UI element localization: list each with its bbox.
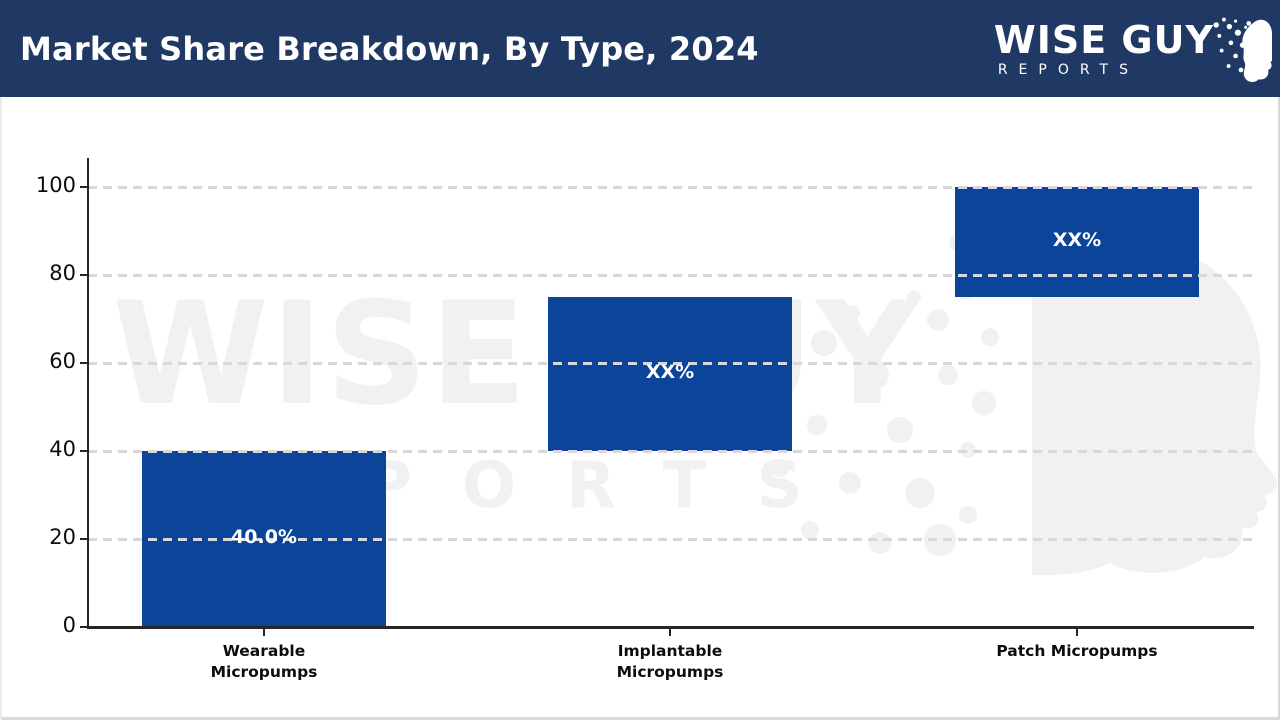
bar-value-label: XX% [645, 361, 695, 383]
x-axis-tick-mark [263, 629, 265, 636]
logo-text: WISE GUY REPORTS [994, 20, 1214, 78]
y-axis-line [87, 158, 89, 628]
y-axis-tick-label: 0 [62, 613, 76, 637]
page-left-edge [0, 97, 2, 720]
gridline-20 [88, 538, 1253, 541]
bar-value-label: XX% [1052, 229, 1102, 251]
page-right-edge [1278, 97, 1280, 720]
y-axis-tick-label: 80 [49, 261, 76, 285]
x-axis-tick-mark [1076, 629, 1078, 636]
gridline-100 [88, 186, 1253, 189]
plot-area: 0 20 40 60 80 100 40.0% Wearable Micropumps XX% I… [0, 97, 1280, 720]
x-axis-line [87, 626, 1254, 629]
y-axis-tick-mark [80, 626, 88, 628]
logo-face-icon [1213, 17, 1272, 82]
gridline-40 [88, 450, 1253, 453]
chart-area: WISE GUY REPORTS 0 20 40 60 80 100 40.0% Wearab… [0, 97, 1280, 720]
y-axis-tick-label: 20 [49, 525, 76, 549]
category-label: Implantable Micropumps [616, 642, 724, 681]
y-axis-tick-label: 100 [35, 173, 76, 197]
gridline-60 [88, 362, 1253, 365]
bar-implantable-micropumps [548, 297, 792, 451]
y-axis-tick-mark [80, 274, 88, 276]
logo-subtitle: REPORTS [997, 61, 1139, 78]
y-axis-tick-label: 60 [49, 349, 76, 373]
bar-value-label: 40.0% [231, 526, 297, 548]
y-axis-tick-mark [80, 538, 88, 540]
x-axis-tick-mark [669, 629, 671, 636]
page-title: Market Share Breakdown, By Type, 2024 [20, 29, 759, 68]
y-axis-tick-mark [80, 450, 88, 452]
category-label: Wearable Micropumps [210, 642, 318, 681]
y-axis-tick-mark [80, 186, 88, 188]
page-bottom-edge [0, 717, 1280, 720]
gridline-80 [88, 274, 1253, 277]
y-axis-tick-mark [80, 362, 88, 364]
logo-wordmark: WISE GUY [993, 17, 1214, 62]
header: Market Share Breakdown, By Type, 2024 WI… [0, 0, 1280, 97]
category-label: Patch Micropumps [996, 642, 1158, 660]
wiseguy-logo: WISE GUY REPORTS [994, 0, 1272, 97]
y-axis-tick-label: 40 [49, 437, 76, 461]
